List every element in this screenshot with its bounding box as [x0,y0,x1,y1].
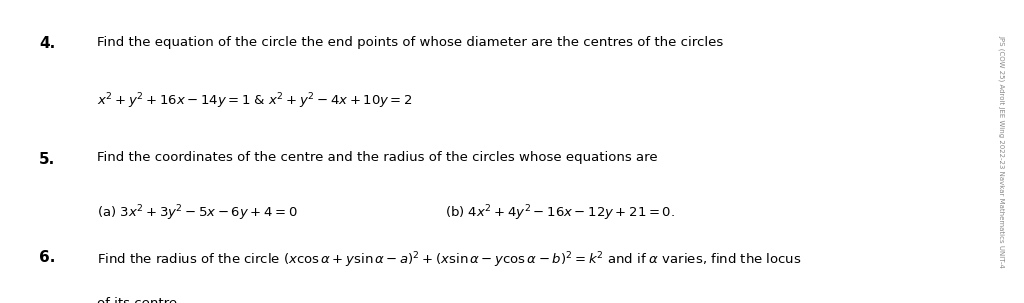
Text: Find the coordinates of the centre and the radius of the circles whose equations: Find the coordinates of the centre and t… [97,152,657,165]
Text: (b) $4x^2 + 4y^2 - 16x - 12y + 21 = 0.$: (b) $4x^2 + 4y^2 - 16x - 12y + 21 = 0.$ [445,203,676,223]
Text: 6.: 6. [39,250,55,265]
Text: of its centre.: of its centre. [97,297,181,303]
Text: Find the equation of the circle the end points of whose diameter are the centres: Find the equation of the circle the end … [97,36,724,49]
Text: (a) $3x^2 + 3y^2 - 5x - 6y + 4 = 0$: (a) $3x^2 + 3y^2 - 5x - 6y + 4 = 0$ [97,203,298,223]
Text: 4.: 4. [39,36,55,52]
Text: 5.: 5. [39,152,55,167]
Text: $x^2 + y^2 + 16x - 14y = 1$ & $x^2 + y^2 - 4x + 10y = 2$: $x^2 + y^2 + 16x - 14y = 1$ & $x^2 + y^2… [97,91,413,111]
Text: JPS (COW 25) Adroit JEE Wing 2022-23 Navkar Mathematics UNIT-4: JPS (COW 25) Adroit JEE Wing 2022-23 Nav… [998,35,1005,268]
Text: Find the radius of the circle $(x\cos\alpha + y\sin\alpha - a)^2 + (x\sin\alpha : Find the radius of the circle $(x\cos\al… [97,250,802,270]
